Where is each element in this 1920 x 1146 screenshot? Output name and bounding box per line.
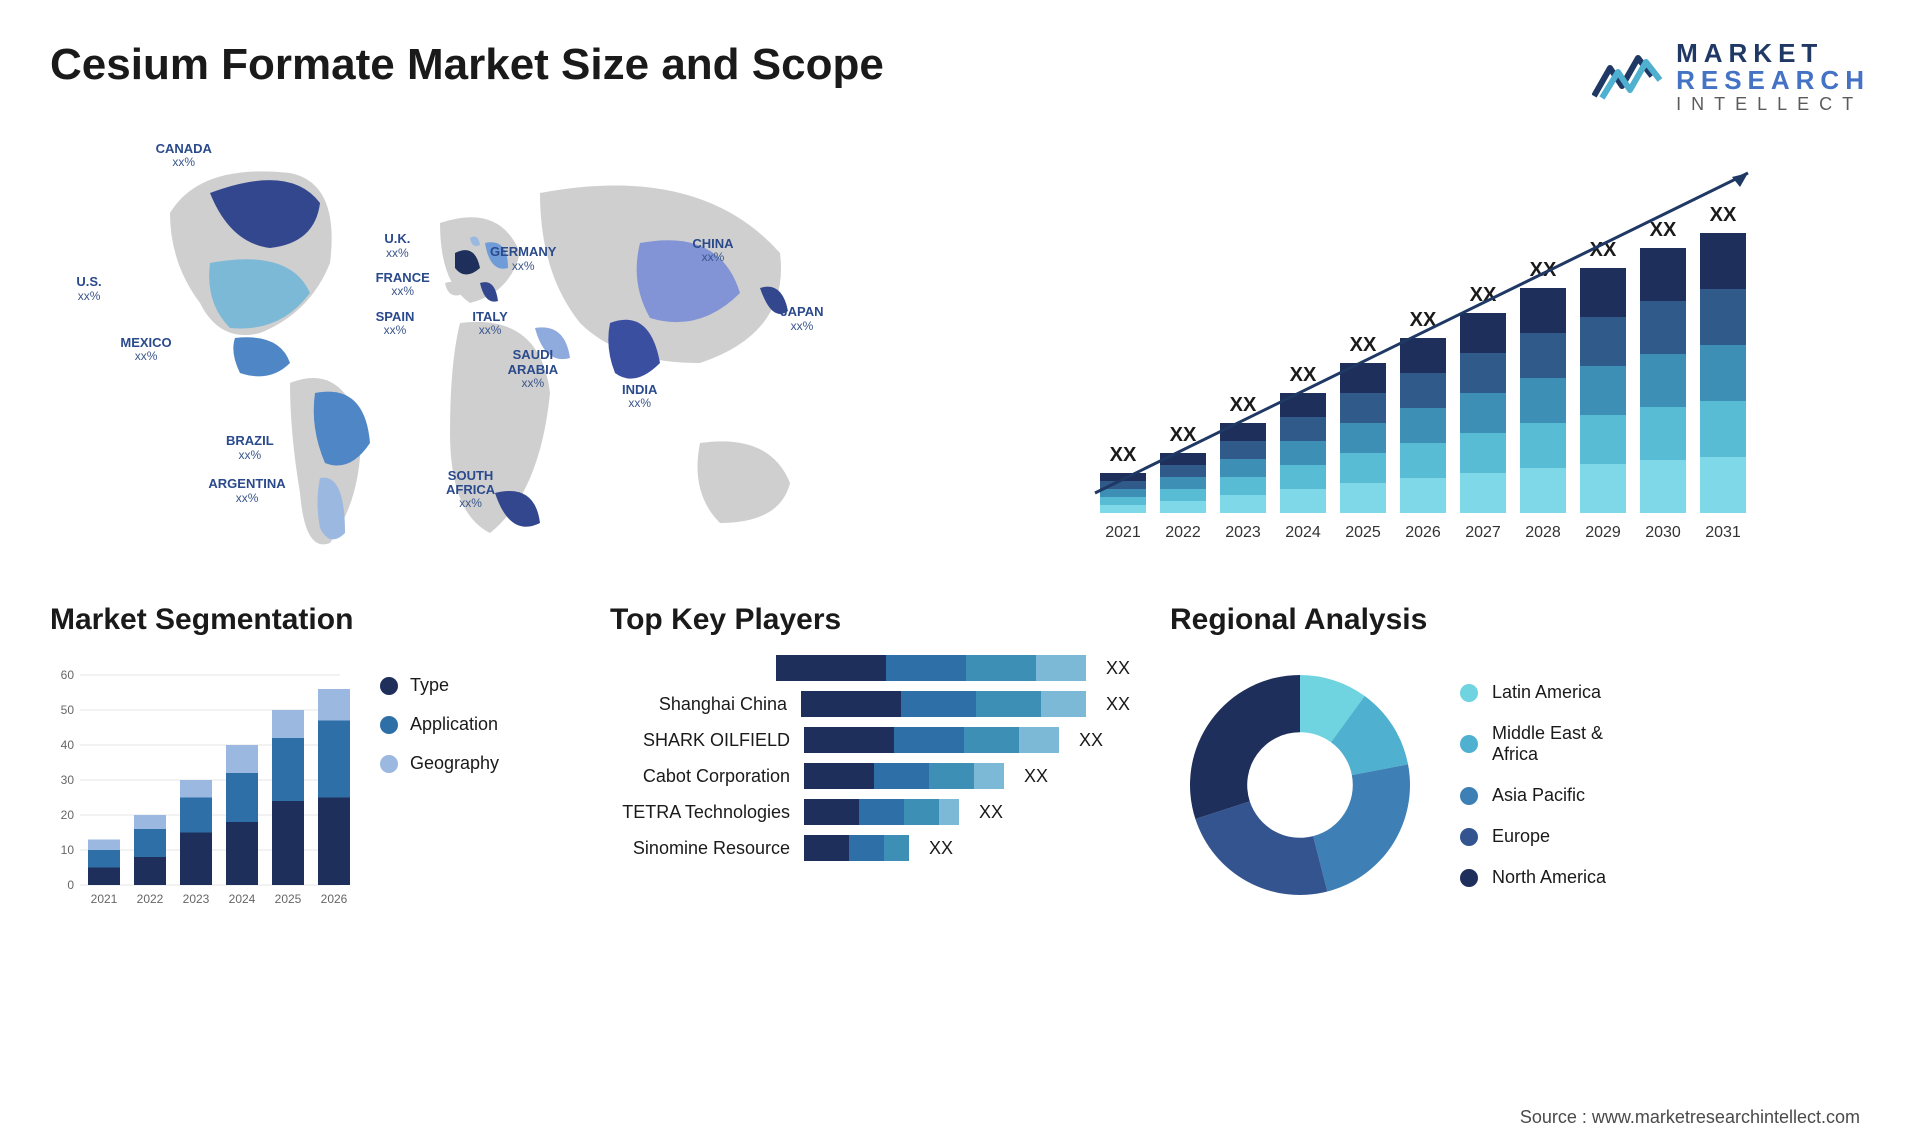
map-country-label: ITALYxx% — [472, 310, 507, 337]
map-country-label: GERMANYxx% — [490, 245, 556, 272]
svg-text:2024: 2024 — [1285, 524, 1321, 541]
svg-text:2023: 2023 — [1225, 524, 1261, 541]
players-list: XXShanghai ChinaXXSHARK OILFIELDXXCabot … — [610, 655, 1130, 861]
source-text: Source : www.marketresearchintellect.com — [1520, 1107, 1860, 1128]
svg-text:XX: XX — [1290, 364, 1317, 386]
player-name: TETRA Technologies — [610, 802, 790, 823]
map-country-label: CHINAxx% — [692, 237, 733, 264]
svg-text:2025: 2025 — [275, 892, 302, 906]
map-country-label: SPAINxx% — [376, 310, 415, 337]
legend-item: Latin America — [1460, 682, 1606, 703]
svg-text:60: 60 — [61, 668, 75, 682]
legend-item: North America — [1460, 867, 1606, 888]
players-title: Top Key Players — [610, 603, 1130, 637]
svg-text:30: 30 — [61, 773, 75, 787]
player-name: SHARK OILFIELD — [610, 730, 790, 751]
regional-title: Regional Analysis — [1170, 603, 1870, 637]
svg-text:XX: XX — [1230, 394, 1257, 416]
player-row: SHARK OILFIELD XX — [610, 727, 1130, 753]
svg-text:2030: 2030 — [1645, 524, 1681, 541]
svg-text:XX: XX — [1650, 219, 1677, 241]
svg-text:XX: XX — [1170, 424, 1197, 446]
svg-text:2023: 2023 — [183, 892, 210, 906]
player-bar — [804, 727, 1059, 753]
regional-donut-chart — [1170, 655, 1430, 915]
player-bar — [804, 799, 959, 825]
legend-item: Asia Pacific — [1460, 785, 1606, 806]
segmentation-section: Market Segmentation 0 10 20 30 40 50 60 2021 202… — [50, 603, 570, 915]
market-trend-chart: XX 2021 XX 2022 XX 2023 XX 2024 XX 2025 XX 2026 XX 20… — [990, 133, 1870, 563]
player-name: Cabot Corporation — [610, 766, 790, 787]
player-name: Sinomine Resource — [610, 838, 790, 859]
map-country-label: ARGENTINAxx% — [208, 477, 285, 504]
map-country-label: CANADAxx% — [156, 142, 212, 169]
map-country-label: FRANCExx% — [376, 271, 430, 298]
map-country-label: BRAZILxx% — [226, 434, 274, 461]
legend-item: Geography — [380, 753, 499, 774]
svg-text:2024: 2024 — [229, 892, 256, 906]
svg-text:2026: 2026 — [1405, 524, 1441, 541]
player-value: XX — [929, 838, 953, 859]
svg-text:2021: 2021 — [1105, 524, 1141, 541]
player-value: XX — [1106, 658, 1130, 679]
svg-text:XX: XX — [1350, 334, 1377, 356]
segmentation-title: Market Segmentation — [50, 603, 570, 637]
svg-text:2029: 2029 — [1585, 524, 1621, 541]
logo-line-2: RESEARCH — [1676, 67, 1870, 94]
player-row: XX — [610, 655, 1130, 681]
map-country-label: INDIAxx% — [622, 383, 657, 410]
svg-text:2027: 2027 — [1465, 524, 1501, 541]
logo-line-3: INTELLECT — [1676, 95, 1870, 114]
svg-text:40: 40 — [61, 738, 75, 752]
svg-text:2026: 2026 — [321, 892, 348, 906]
player-value: XX — [1106, 694, 1130, 715]
segmentation-legend: Type Application Geography — [380, 655, 499, 915]
player-row: TETRA Technologies XX — [610, 799, 1130, 825]
player-bar — [776, 655, 1086, 681]
map-country-label: JAPANxx% — [780, 305, 823, 332]
svg-text:10: 10 — [61, 843, 75, 857]
map-country-label: U.S.xx% — [76, 275, 101, 302]
legend-item: Europe — [1460, 826, 1606, 847]
player-name: Shanghai China — [610, 694, 787, 715]
svg-text:2028: 2028 — [1525, 524, 1561, 541]
player-value: XX — [979, 802, 1003, 823]
player-row: Cabot Corporation XX — [610, 763, 1130, 789]
player-bar — [804, 835, 909, 861]
map-country-label: SAUDIARABIAxx% — [508, 348, 559, 390]
map-country-label: U.K.xx% — [384, 232, 410, 259]
svg-text:0: 0 — [67, 878, 74, 892]
segmentation-chart: 0 10 20 30 40 50 60 2021 2022 2023 2024 2025 2026 — [50, 655, 350, 915]
player-row: Shanghai China XX — [610, 691, 1130, 717]
legend-item: Application — [380, 714, 499, 735]
regional-legend: Latin America Middle East &Africa Asia Pac… — [1460, 682, 1606, 888]
map-country-label: SOUTHAFRICAxx% — [446, 469, 495, 511]
brand-logo: MARKET RESEARCH INTELLECT — [1592, 40, 1870, 113]
legend-item: Middle East &Africa — [1460, 723, 1606, 765]
logo-line-1: MARKET — [1676, 40, 1870, 67]
logo-mark-icon — [1592, 48, 1664, 106]
svg-text:2021: 2021 — [91, 892, 118, 906]
map-country-label: MEXICOxx% — [120, 336, 171, 363]
svg-text:20: 20 — [61, 808, 75, 822]
svg-text:2022: 2022 — [137, 892, 164, 906]
player-row: Sinomine Resource XX — [610, 835, 1130, 861]
svg-text:XX: XX — [1110, 444, 1137, 466]
player-bar — [804, 763, 1004, 789]
svg-text:50: 50 — [61, 703, 75, 717]
world-map-chart: CANADAxx% U.S.xx% MEXICOxx% BRAZILxx% ARGENT… — [50, 133, 930, 563]
player-value: XX — [1079, 730, 1103, 751]
svg-text:2022: 2022 — [1165, 524, 1201, 541]
player-value: XX — [1024, 766, 1048, 787]
player-bar — [801, 691, 1086, 717]
page-title: Cesium Formate Market Size and Scope — [50, 40, 884, 90]
regional-section: Regional Analysis Latin America Middle Ea… — [1170, 603, 1870, 915]
players-section: Top Key Players XXShanghai ChinaXXSHARK … — [610, 603, 1130, 915]
svg-text:2025: 2025 — [1345, 524, 1381, 541]
svg-text:XX: XX — [1710, 204, 1737, 226]
legend-item: Type — [380, 675, 499, 696]
svg-text:2031: 2031 — [1705, 524, 1741, 541]
